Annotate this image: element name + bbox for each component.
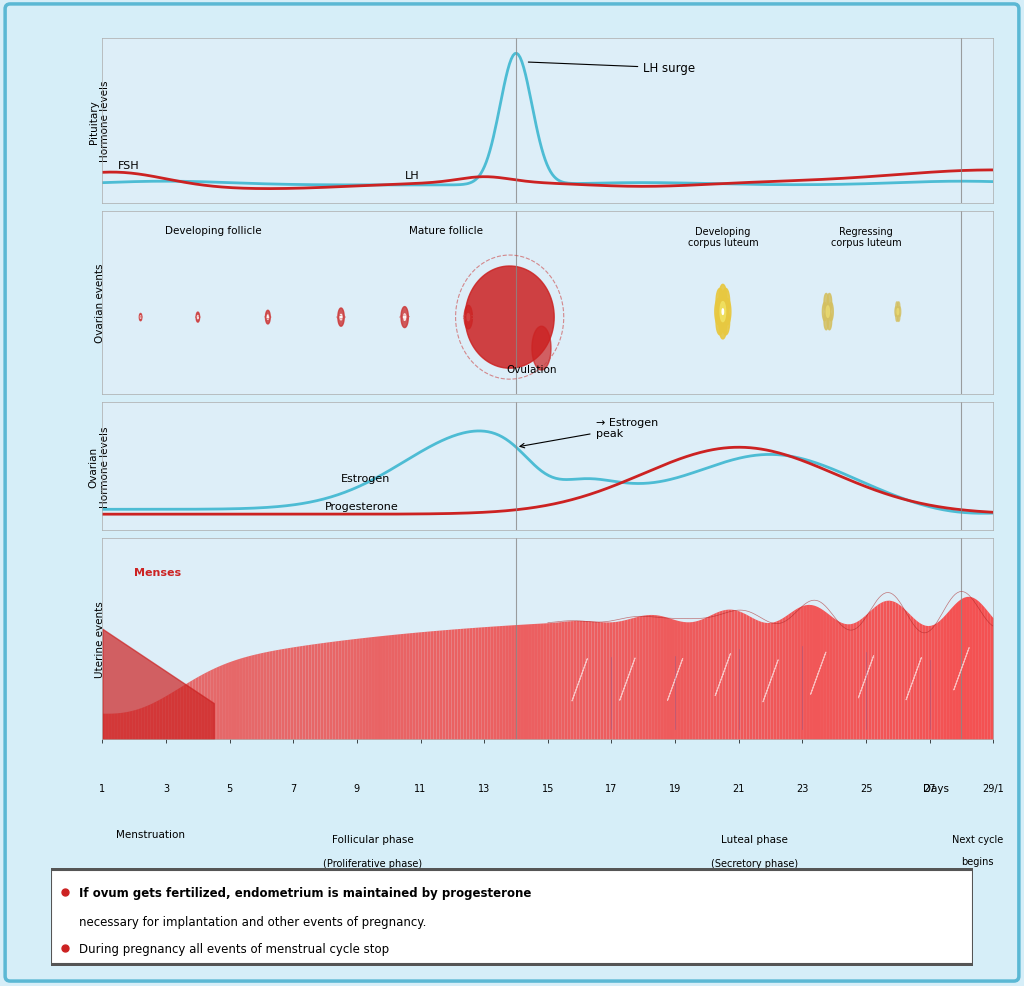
Polygon shape: [896, 303, 898, 313]
Polygon shape: [265, 311, 270, 324]
Text: 11: 11: [415, 783, 427, 793]
FancyBboxPatch shape: [5, 5, 1019, 981]
Polygon shape: [826, 307, 829, 318]
Text: necessary for implantation and other events of pregnancy.: necessary for implantation and other eve…: [79, 915, 426, 929]
Text: 19: 19: [669, 783, 681, 793]
Text: Progesterone: Progesterone: [326, 502, 399, 512]
Text: 17: 17: [605, 783, 617, 793]
Polygon shape: [827, 313, 831, 330]
Text: Regressing
corpus luteum: Regressing corpus luteum: [830, 227, 901, 248]
Text: LH surge: LH surge: [528, 62, 695, 75]
Y-axis label: Uterine events: Uterine events: [94, 600, 104, 677]
Polygon shape: [722, 289, 730, 316]
Polygon shape: [338, 309, 344, 327]
Text: 21: 21: [732, 783, 744, 793]
Text: FSH: FSH: [119, 161, 140, 171]
Polygon shape: [267, 316, 268, 319]
Polygon shape: [822, 303, 827, 321]
Text: Menses: Menses: [134, 567, 181, 577]
Polygon shape: [722, 310, 724, 316]
FancyBboxPatch shape: [51, 868, 973, 966]
Text: Developing follicle: Developing follicle: [166, 226, 262, 236]
Polygon shape: [719, 314, 727, 339]
Y-axis label: Pituitary
Hormone levels: Pituitary Hormone levels: [89, 81, 111, 163]
Polygon shape: [898, 308, 901, 317]
Text: → Estrogen
peak: → Estrogen peak: [520, 417, 657, 449]
Polygon shape: [720, 303, 726, 322]
Text: 27: 27: [924, 783, 936, 793]
Text: begins: begins: [962, 856, 993, 867]
Polygon shape: [465, 267, 554, 369]
Polygon shape: [897, 313, 900, 322]
Text: 7: 7: [290, 783, 296, 793]
Text: Days: Days: [923, 783, 948, 793]
Text: 25: 25: [860, 783, 872, 793]
Text: LH: LH: [404, 171, 419, 181]
Text: Follicular phase: Follicular phase: [332, 834, 414, 844]
Text: 15: 15: [542, 783, 554, 793]
Y-axis label: Ovarian events: Ovarian events: [94, 263, 104, 343]
Polygon shape: [719, 285, 727, 312]
Text: 9: 9: [354, 783, 360, 793]
Text: (Secretory phase): (Secretory phase): [711, 858, 799, 869]
Polygon shape: [715, 299, 723, 325]
Text: 13: 13: [478, 783, 490, 793]
Polygon shape: [340, 316, 342, 320]
Polygon shape: [827, 294, 831, 313]
Polygon shape: [403, 315, 406, 320]
Polygon shape: [139, 315, 142, 321]
Polygon shape: [197, 313, 200, 322]
Polygon shape: [897, 303, 900, 313]
Polygon shape: [895, 308, 897, 317]
Polygon shape: [896, 313, 898, 322]
Polygon shape: [401, 308, 409, 328]
Polygon shape: [723, 299, 731, 325]
Polygon shape: [467, 315, 470, 321]
Text: (Proliferative phase): (Proliferative phase): [324, 858, 423, 869]
Polygon shape: [828, 303, 834, 321]
Text: Estrogen: Estrogen: [341, 474, 390, 484]
Polygon shape: [716, 289, 724, 316]
Polygon shape: [897, 310, 899, 316]
Text: 3: 3: [163, 783, 169, 793]
Text: Menstruation: Menstruation: [116, 829, 184, 839]
Text: 1: 1: [99, 783, 105, 793]
Text: Developing
corpus luteum: Developing corpus luteum: [687, 227, 758, 248]
Y-axis label: Ovarian
Hormone levels: Ovarian Hormone levels: [89, 426, 111, 508]
Text: If ovum gets fertilized, endometrium is maintained by progesterone: If ovum gets fertilized, endometrium is …: [79, 885, 531, 899]
Polygon shape: [198, 317, 199, 319]
Text: Mature follicle: Mature follicle: [409, 226, 483, 236]
Polygon shape: [722, 309, 730, 335]
Text: During pregnancy all events of menstrual cycle stop: During pregnancy all events of menstrual…: [79, 942, 389, 955]
Polygon shape: [824, 313, 828, 330]
Text: 29/1: 29/1: [982, 783, 1005, 793]
Polygon shape: [531, 327, 551, 371]
Text: Next cycle: Next cycle: [951, 834, 1002, 844]
Text: 5: 5: [226, 783, 232, 793]
Polygon shape: [464, 306, 472, 329]
Polygon shape: [716, 309, 724, 335]
Polygon shape: [824, 294, 828, 313]
Text: Luteal phase: Luteal phase: [721, 834, 788, 844]
Text: Ovulation: Ovulation: [507, 365, 557, 375]
Text: 23: 23: [797, 783, 809, 793]
